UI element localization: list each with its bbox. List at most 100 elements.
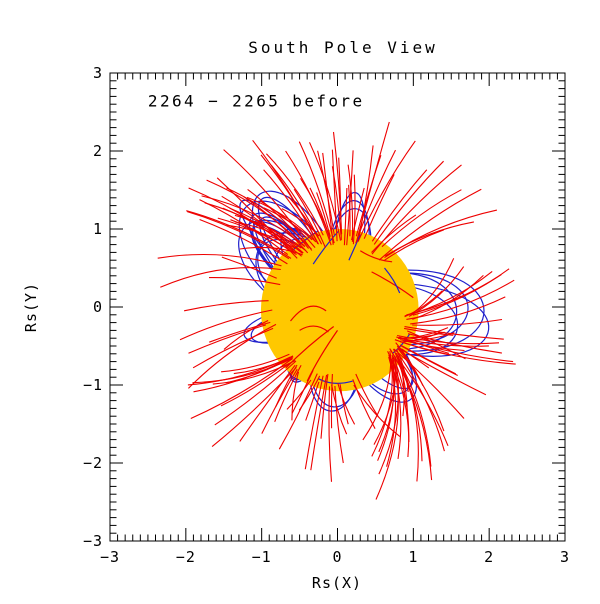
open-field-line bbox=[346, 150, 354, 246]
open-field-line bbox=[412, 318, 503, 326]
open-field-line bbox=[404, 326, 504, 340]
open-field-line bbox=[266, 153, 324, 236]
open-field-line bbox=[208, 277, 281, 286]
open-field-line bbox=[403, 327, 454, 336]
open-field-line bbox=[211, 367, 297, 448]
open-field-line bbox=[293, 188, 327, 248]
closed-field-loop bbox=[238, 200, 323, 288]
y-tick-label: −1 bbox=[83, 376, 103, 394]
open-field-line bbox=[412, 258, 455, 314]
annotation-label: 2264 − 2265 before bbox=[148, 92, 365, 111]
open-field-line bbox=[317, 150, 335, 236]
open-field-line bbox=[274, 364, 302, 423]
closed-field-loop bbox=[251, 190, 325, 271]
open-field-line bbox=[397, 347, 445, 432]
y-tick-label: 0 bbox=[93, 298, 103, 316]
open-field-line bbox=[187, 211, 290, 260]
open-field-line bbox=[221, 353, 290, 373]
open-field-line bbox=[352, 174, 356, 245]
closed-field-loop bbox=[243, 313, 276, 343]
open-field-line bbox=[309, 142, 342, 241]
open-field-line bbox=[399, 336, 450, 354]
open-field-line bbox=[396, 356, 432, 467]
open-field-line bbox=[226, 187, 312, 250]
x-tick-label: −3 bbox=[100, 548, 120, 566]
open-field-line bbox=[407, 333, 502, 354]
closed-field-loop bbox=[403, 272, 458, 350]
open-field-line bbox=[286, 379, 312, 410]
open-field-line bbox=[410, 296, 506, 325]
open-field-line bbox=[230, 219, 291, 252]
open-field-line bbox=[199, 199, 289, 256]
open-field-line bbox=[183, 300, 269, 312]
open-field-line bbox=[220, 363, 290, 407]
x-tick-label: −2 bbox=[176, 548, 196, 566]
open-field-line bbox=[214, 360, 297, 426]
axes-group: −3 −2 −1 0 1 2 3 −3 −2 −1 0 1 2 3 bbox=[83, 64, 569, 566]
open-field-line bbox=[355, 149, 396, 244]
disk-stroke bbox=[285, 326, 335, 369]
sun-disk-group bbox=[260, 229, 419, 392]
open-field-line bbox=[331, 166, 342, 236]
open-field-line bbox=[278, 373, 318, 450]
open-field-line bbox=[352, 379, 376, 429]
open-field-line bbox=[331, 384, 348, 435]
open-field-line bbox=[371, 214, 417, 253]
open-field-line bbox=[246, 196, 317, 243]
plot-title: South Pole View bbox=[248, 38, 438, 57]
open-field-line bbox=[401, 345, 458, 376]
open-field-line bbox=[353, 384, 401, 438]
open-field-line bbox=[233, 359, 286, 375]
open-field-line bbox=[223, 320, 269, 350]
disk-stroke bbox=[359, 250, 393, 263]
open-field-line bbox=[404, 342, 516, 365]
open-field-line bbox=[221, 256, 277, 279]
open-field-line bbox=[373, 160, 444, 245]
open-field-line bbox=[247, 188, 310, 249]
open-field-line bbox=[373, 356, 397, 445]
open-field-line bbox=[371, 351, 393, 457]
open-field-line bbox=[212, 360, 296, 385]
open-field-line bbox=[339, 384, 349, 425]
open-field-line bbox=[383, 229, 444, 262]
open-field-line bbox=[363, 174, 395, 239]
open-field-line bbox=[357, 140, 416, 242]
disk-stroke bbox=[371, 271, 414, 299]
x-tick-label: 2 bbox=[484, 548, 494, 566]
open-field-line bbox=[328, 386, 333, 482]
y-tick-label: 2 bbox=[93, 142, 103, 160]
open-field-line bbox=[358, 145, 374, 236]
open-field-line bbox=[330, 373, 333, 429]
open-field-line bbox=[291, 370, 314, 414]
open-field-line bbox=[291, 371, 300, 421]
open-field-line bbox=[412, 275, 484, 320]
open-field-line bbox=[351, 187, 365, 241]
open-field-line bbox=[395, 356, 449, 447]
open-field-line bbox=[305, 381, 320, 421]
open-field-line bbox=[190, 358, 293, 420]
open-field-line bbox=[263, 169, 315, 241]
y-tick-label: −2 bbox=[83, 454, 103, 472]
open-field-line bbox=[343, 187, 348, 246]
open-field-line bbox=[157, 253, 282, 267]
sun-disk bbox=[260, 229, 419, 392]
disk-stroke bbox=[290, 305, 327, 322]
y-tick-label: 3 bbox=[93, 64, 103, 82]
open-field-line bbox=[355, 155, 382, 237]
open-field-line bbox=[188, 324, 267, 354]
open-field-line bbox=[355, 373, 379, 418]
open-field-line bbox=[204, 202, 303, 254]
open-field-line bbox=[378, 355, 399, 475]
open-field-line bbox=[263, 207, 313, 241]
open-field-line bbox=[192, 327, 274, 369]
open-field-line bbox=[309, 187, 331, 240]
x-tick-label: −1 bbox=[252, 548, 272, 566]
open-field-line bbox=[179, 309, 273, 341]
y-tick-label: 1 bbox=[93, 220, 103, 238]
x-tick-label: 0 bbox=[332, 548, 342, 566]
open-field-line bbox=[334, 385, 344, 464]
open-field-line bbox=[381, 189, 462, 248]
open-field-line bbox=[385, 221, 475, 257]
